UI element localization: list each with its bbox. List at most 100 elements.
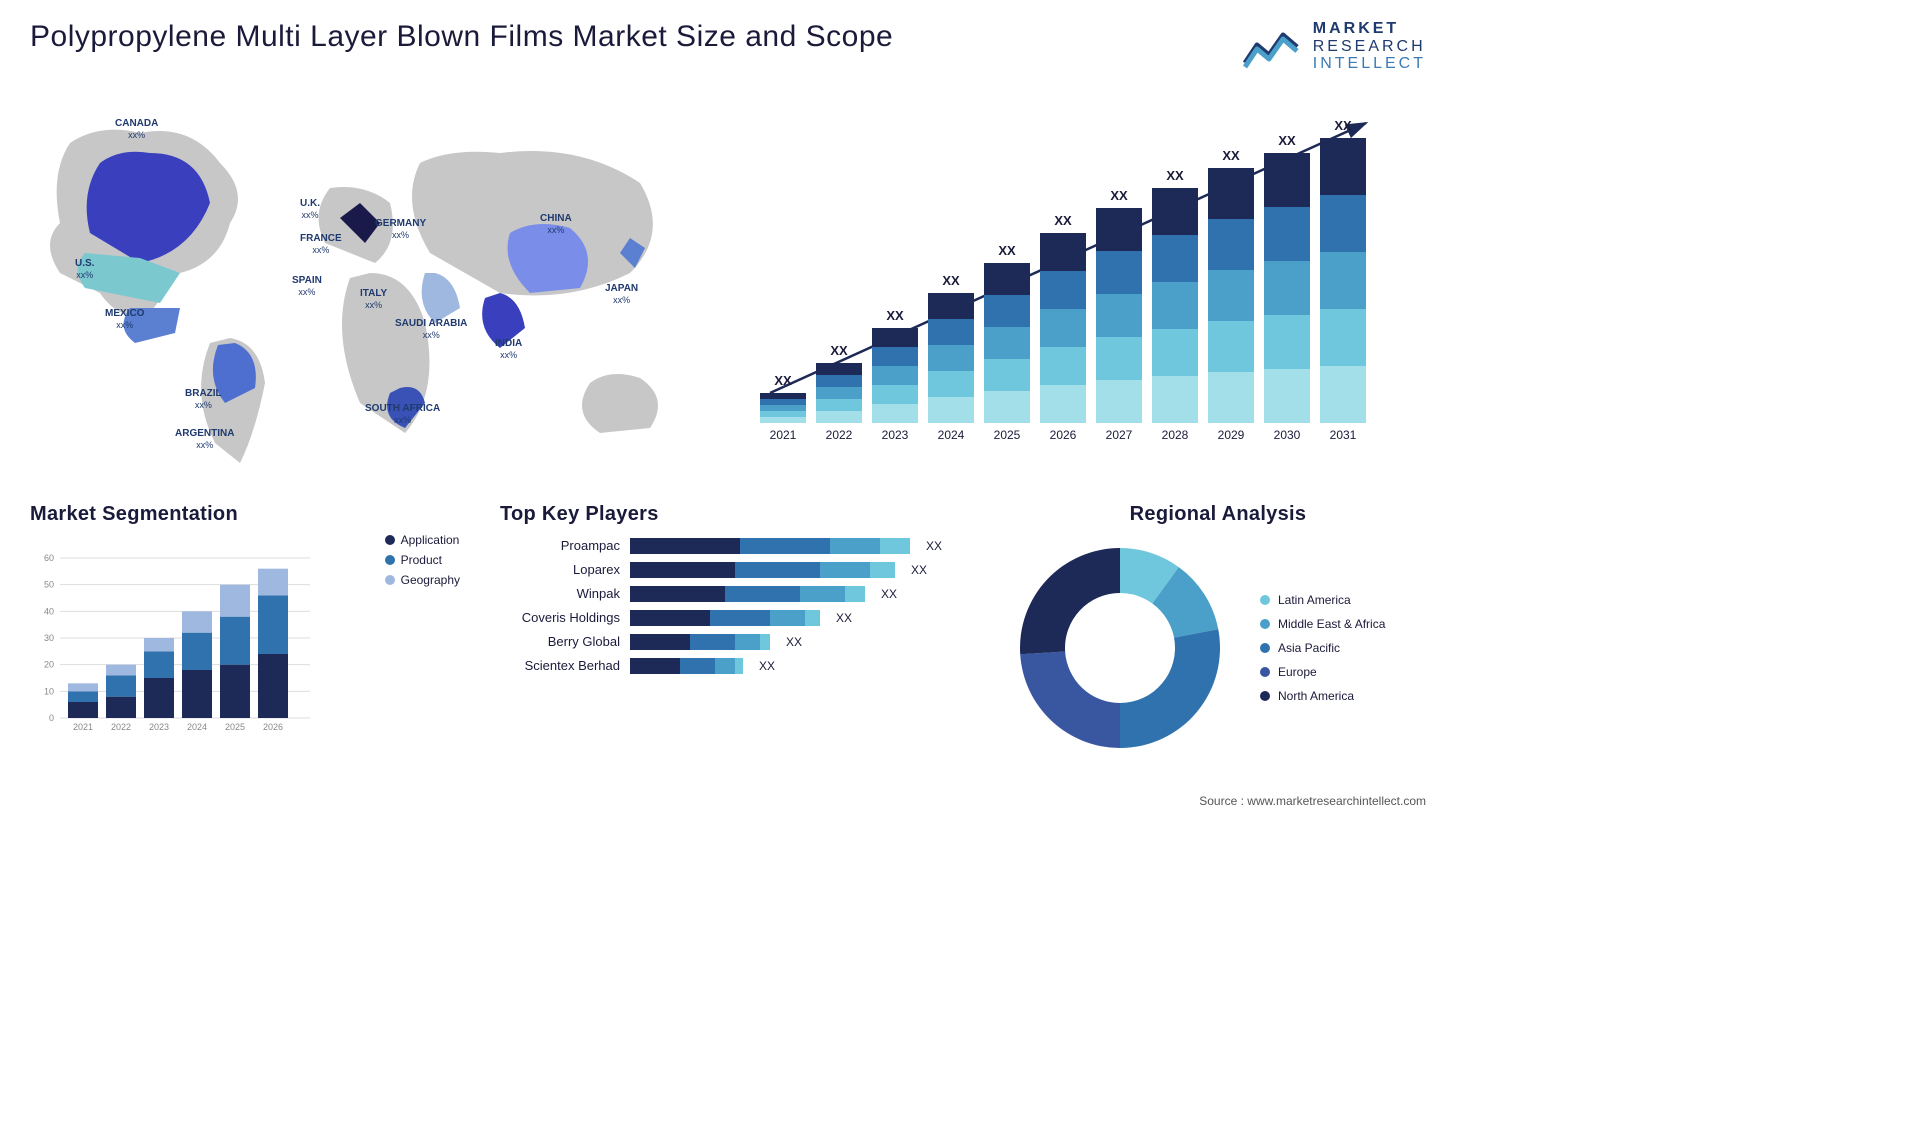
map-label-argentina: ARGENTINAxx% (175, 428, 234, 452)
player-row: Coveris Holdings XX (500, 610, 970, 626)
svg-text:2021: 2021 (73, 722, 93, 732)
svg-text:2026: 2026 (1050, 428, 1077, 442)
regional-title: Regional Analysis (1010, 503, 1426, 526)
map-label-mexico: MEXICOxx% (105, 308, 144, 332)
regional-legend-item: Middle East & Africa (1260, 617, 1385, 631)
player-row: Scientex Berhad XX (500, 658, 970, 674)
player-name: Coveris Holdings (500, 610, 620, 625)
player-value: XX (836, 611, 852, 625)
svg-text:20: 20 (44, 659, 54, 669)
svg-text:50: 50 (44, 579, 54, 589)
svg-text:2024: 2024 (938, 428, 965, 442)
regional-content: Latin AmericaMiddle East & AfricaAsia Pa… (1010, 538, 1426, 758)
svg-text:0: 0 (49, 713, 54, 723)
regional-legend-item: Asia Pacific (1260, 641, 1385, 655)
player-value: XX (881, 587, 897, 601)
map-label-japan: JAPANxx% (605, 283, 638, 307)
svg-text:XX: XX (942, 273, 960, 288)
key-players-title: Top Key Players (500, 503, 970, 526)
svg-text:2031: 2031 (1330, 428, 1357, 442)
svg-text:2029: 2029 (1218, 428, 1245, 442)
svg-text:60: 60 (44, 553, 54, 563)
segmentation-chart: 0102030405060202120222023202420252026 (30, 538, 310, 738)
svg-text:XX: XX (886, 308, 904, 323)
map-label-brazil: BRAZILxx% (185, 388, 222, 412)
regional-donut (1010, 538, 1230, 758)
header: Polypropylene Multi Layer Blown Films Ma… (30, 20, 1426, 73)
growth-chart-panel: 2021 XX 2022 XX 2023 XX 2024 XX 2025 XX 2026 XX 2027… (740, 93, 1426, 473)
player-name: Berry Global (500, 634, 620, 649)
infographic-root: Polypropylene Multi Layer Blown Films Ma… (0, 0, 1456, 816)
player-name: Winpak (500, 586, 620, 601)
svg-text:2025: 2025 (994, 428, 1021, 442)
player-name: Scientex Berhad (500, 658, 620, 673)
svg-text:40: 40 (44, 606, 54, 616)
map-label-china: CHINAxx% (540, 213, 572, 237)
segmentation-legend-item: Geography (385, 573, 460, 587)
map-label-canada: CANADAxx% (115, 118, 158, 142)
growth-bar-chart: 2021 XX 2022 XX 2023 XX 2024 XX 2025 XX 2026 XX 2027… (740, 93, 1400, 463)
svg-text:2023: 2023 (149, 722, 169, 732)
player-bar (630, 562, 895, 578)
svg-text:XX: XX (1278, 133, 1296, 148)
svg-text:2024: 2024 (187, 722, 207, 732)
svg-text:10: 10 (44, 686, 54, 696)
svg-text:2025: 2025 (225, 722, 245, 732)
svg-text:XX: XX (1110, 188, 1128, 203)
map-label-germany: GERMANYxx% (375, 218, 426, 242)
player-name: Loparex (500, 562, 620, 577)
segmentation-title: Market Segmentation (30, 503, 460, 526)
segmentation-legend-item: Product (385, 553, 460, 567)
svg-text:2022: 2022 (826, 428, 853, 442)
svg-text:2030: 2030 (1274, 428, 1301, 442)
svg-text:2028: 2028 (1162, 428, 1189, 442)
world-map-panel: CANADAxx% U.S.xx% MEXICOxx% BRAZILxx% ARGENT… (30, 93, 710, 473)
svg-text:XX: XX (998, 243, 1016, 258)
svg-text:XX: XX (1054, 213, 1072, 228)
segmentation-panel: Market Segmentation 0 10 20 30 40 50 60 2021 202… (30, 503, 460, 758)
player-bar (630, 658, 743, 674)
player-row: Loparex XX (500, 562, 970, 578)
logo-line-3: INTELLECT (1313, 55, 1426, 73)
map-label-saudi-arabia: SAUDI ARABIAxx% (395, 318, 467, 342)
map-label-u-s-: U.S.xx% (75, 258, 94, 282)
map-label-italy: ITALYxx% (360, 288, 387, 312)
map-label-south-africa: SOUTH AFRICAxx% (365, 403, 440, 427)
player-value: XX (759, 659, 775, 673)
player-name: Proampac (500, 538, 620, 553)
source-attribution: Source : www.marketresearchintellect.com (1199, 794, 1426, 808)
svg-text:2023: 2023 (882, 428, 909, 442)
logo-line-2: RESEARCH (1313, 38, 1426, 56)
logo-text: MARKET RESEARCH INTELLECT (1313, 20, 1426, 73)
map-label-france: FRANCExx% (300, 233, 342, 257)
svg-text:2026: 2026 (263, 722, 283, 732)
svg-text:XX: XX (1222, 148, 1240, 163)
player-bar (630, 634, 770, 650)
regional-panel: Regional Analysis Latin AmericaMiddle Ea… (1010, 503, 1426, 758)
svg-text:2021: 2021 (770, 428, 797, 442)
logo-line-1: MARKET (1313, 20, 1426, 38)
segmentation-legend: Application Product Geography (385, 533, 460, 593)
player-row: Proampac XX (500, 538, 970, 554)
page-title: Polypropylene Multi Layer Blown Films Ma… (30, 20, 893, 54)
svg-text:30: 30 (44, 633, 54, 643)
segmentation-legend-item: Application (385, 533, 460, 547)
map-label-india: INDIAxx% (495, 338, 522, 362)
svg-text:2027: 2027 (1106, 428, 1133, 442)
key-players-panel: Top Key Players Proampac XXLoparex XXWin… (500, 503, 970, 758)
brand-logo: MARKET RESEARCH INTELLECT (1243, 20, 1426, 73)
player-bar (630, 538, 910, 554)
svg-text:XX: XX (830, 343, 848, 358)
bottom-row: Market Segmentation 0 10 20 30 40 50 60 2021 202… (30, 503, 1426, 758)
regional-legend: Latin AmericaMiddle East & AfricaAsia Pa… (1260, 593, 1385, 703)
player-value: XX (786, 635, 802, 649)
map-label-spain: SPAINxx% (292, 275, 322, 299)
key-players-list: Proampac XXLoparex XXWinpak XXCoveris Ho… (500, 538, 970, 674)
regional-legend-item: Europe (1260, 665, 1385, 679)
logo-mark-icon (1243, 23, 1303, 69)
player-value: XX (911, 563, 927, 577)
player-row: Winpak XX (500, 586, 970, 602)
svg-text:XX: XX (1166, 168, 1184, 183)
map-label-u-k-: U.K.xx% (300, 198, 320, 222)
player-bar (630, 586, 865, 602)
